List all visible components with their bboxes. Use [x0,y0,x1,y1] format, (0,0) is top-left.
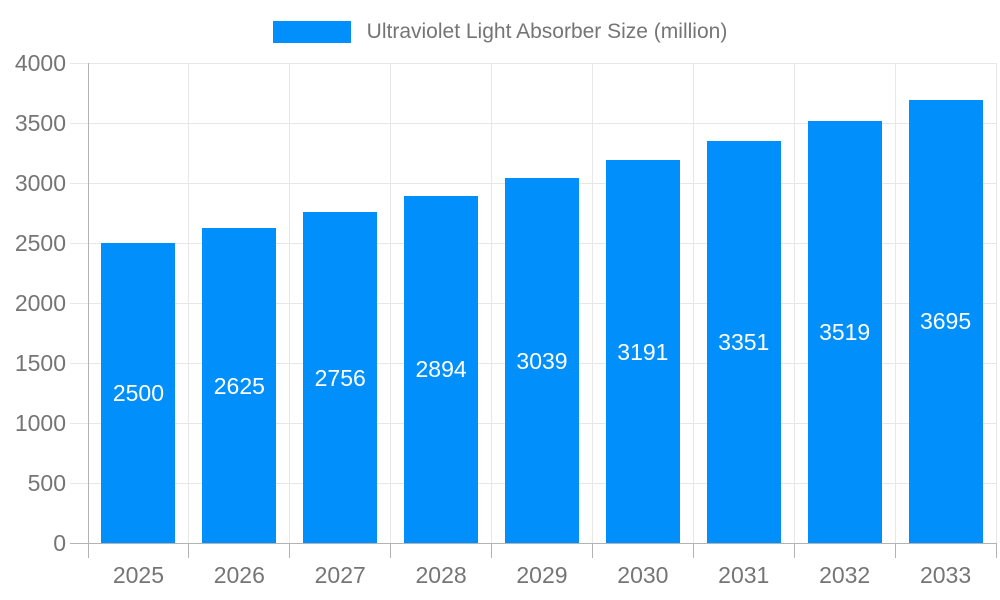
x-axis-tick-label: 2026 [213,562,265,588]
bar-value-label: 2894 [415,356,467,383]
x-axis-tick [390,543,392,558]
x-axis-tick [87,543,89,558]
gridline-vertical [793,63,795,543]
legend: Ultraviolet Light Absorber Size (million… [0,20,1000,44]
x-axis-tick-label: 2029 [516,562,568,588]
bar-value-label: 3519 [819,318,871,345]
y-axis-tick-label: 2000 [14,290,66,316]
legend-label: Ultraviolet Light Absorber Size (million… [366,20,728,43]
gridline-vertical [894,63,896,543]
y-axis-tick-label: 4000 [14,50,66,76]
y-axis-line [87,63,89,558]
gridline-horizontal [70,122,996,124]
bar-value-label: 3191 [617,338,669,365]
x-axis-tick [188,543,190,558]
y-axis-tick-label: 1000 [14,410,66,436]
x-axis-tick-label: 2027 [314,562,366,588]
x-axis-tick-label: 2031 [718,562,770,588]
bar-value-label: 2500 [112,380,165,406]
bar-2031[interactable]: 3351 [706,140,781,543]
bar-value-label: 2756 [314,364,366,391]
y-axis-tick-label: 1500 [14,350,66,376]
x-axis-tick [894,543,896,558]
x-axis-tick-label: 2033 [919,562,972,588]
gridline-vertical [995,63,997,543]
y-axis-tick-label: 3500 [14,110,66,136]
y-axis-tick-label: 3000 [14,170,66,196]
gridline-vertical [491,63,493,543]
gridline-vertical [289,63,291,543]
x-axis-tick-label: 2028 [415,562,467,588]
bar-2027[interactable]: 2756 [303,212,378,543]
y-axis-tick-label: 2500 [14,230,66,256]
legend-item[interactable]: Ultraviolet Light Absorber Size (million… [272,20,728,44]
gridline-horizontal [70,62,996,64]
legend-swatch-icon [272,21,351,43]
bar-2025[interactable]: 2500 [101,243,176,543]
y-axis-tick-label: 500 [27,470,66,496]
bar-2030[interactable]: 3191 [605,160,680,543]
bar-2026[interactable]: 2625 [202,228,277,543]
bar-2029[interactable]: 3039 [505,178,579,543]
x-axis-tick-label: 2030 [617,562,669,588]
gridline-vertical [692,63,694,543]
x-axis-tick [591,543,593,558]
y-axis-tick-label: 0 [53,530,66,556]
bar-2032[interactable]: 3519 [807,120,882,543]
bar-value-label: 3351 [718,328,770,355]
x-axis-tick [289,543,291,558]
x-axis-tick [491,543,493,558]
x-axis-tick [995,543,997,558]
gridline-vertical [591,63,593,543]
bar-value-label: 2625 [213,372,265,399]
x-axis-tick-label: 2025 [112,562,165,588]
bar-2033[interactable]: 3695 [908,99,983,543]
bar-value-label: 3039 [516,347,568,374]
bar-value-label: 3695 [919,308,972,335]
bar-2028[interactable]: 2894 [404,195,479,543]
gridline-vertical [188,63,190,543]
x-axis-tick-label: 2032 [819,562,871,588]
gridline-vertical [390,63,392,543]
x-axis-line [70,542,996,544]
x-axis-tick [692,543,694,558]
x-axis-tick [793,543,795,558]
